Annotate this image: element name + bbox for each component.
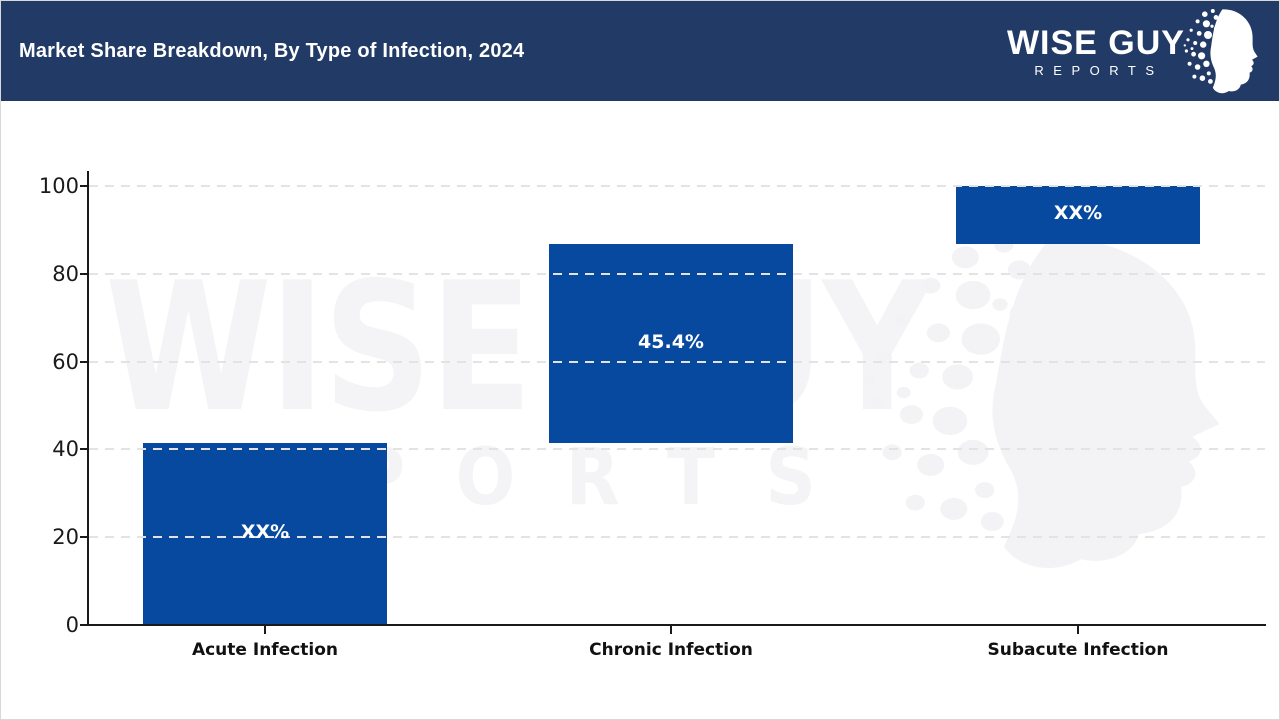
- bar-value-label: XX%: [240, 521, 290, 544]
- y-tick-mark: [80, 536, 89, 539]
- header-bar: Market Share Breakdown, By Type of Infec…: [1, 1, 1279, 101]
- x-category-label: Subacute Infection: [987, 640, 1169, 660]
- gridline-40: [89, 448, 1265, 451]
- brand-name: WISE GUY: [1006, 23, 1185, 62]
- y-tick-mark: [80, 360, 89, 363]
- bar-segment: [956, 186, 1200, 244]
- y-tick-label: 0: [65, 613, 79, 637]
- x-category-label: Chronic Infection: [589, 640, 753, 660]
- y-tick-label: 40: [52, 437, 79, 462]
- bar-segment: [143, 443, 387, 625]
- y-tick-mark: [80, 448, 89, 451]
- x-tick-mark: [670, 626, 672, 634]
- bar-segment: [549, 243, 793, 444]
- gridline-100: [89, 185, 1265, 187]
- y-tick-label: 80: [52, 261, 79, 286]
- x-tick-mark: [1077, 626, 1079, 634]
- bar-value-label: 45.4%: [638, 330, 704, 353]
- y-tick-mark: [80, 624, 89, 626]
- y-tick-mark: [80, 185, 89, 187]
- brand-logo: WISE GUY REPORTS: [1007, 7, 1261, 95]
- bar-value-label: XX%: [1053, 201, 1103, 224]
- x-category-label: Acute Infection: [191, 640, 339, 660]
- gridline-60: [89, 360, 1265, 363]
- brand-logo-text: WISE GUY REPORTS: [1007, 26, 1185, 77]
- brand-head-icon: [1183, 9, 1258, 94]
- watermark-head-icon: [863, 236, 1220, 569]
- y-tick-label: 20: [52, 525, 79, 550]
- x-axis-line: [87, 624, 1266, 626]
- x-tick-mark: [264, 626, 266, 634]
- y-axis-line: [87, 171, 89, 626]
- page-title: Market Share Breakdown, By Type of Infec…: [19, 39, 525, 62]
- gridline-80: [89, 272, 1265, 275]
- watermark-brand-name: WISE GUY: [105, 244, 932, 451]
- brand-subname: REPORTS: [1034, 62, 1164, 78]
- gridline-20: [89, 536, 1265, 539]
- y-tick-label: 60: [52, 349, 79, 374]
- y-tick-label: 100: [38, 174, 79, 198]
- y-tick-mark: [80, 272, 89, 275]
